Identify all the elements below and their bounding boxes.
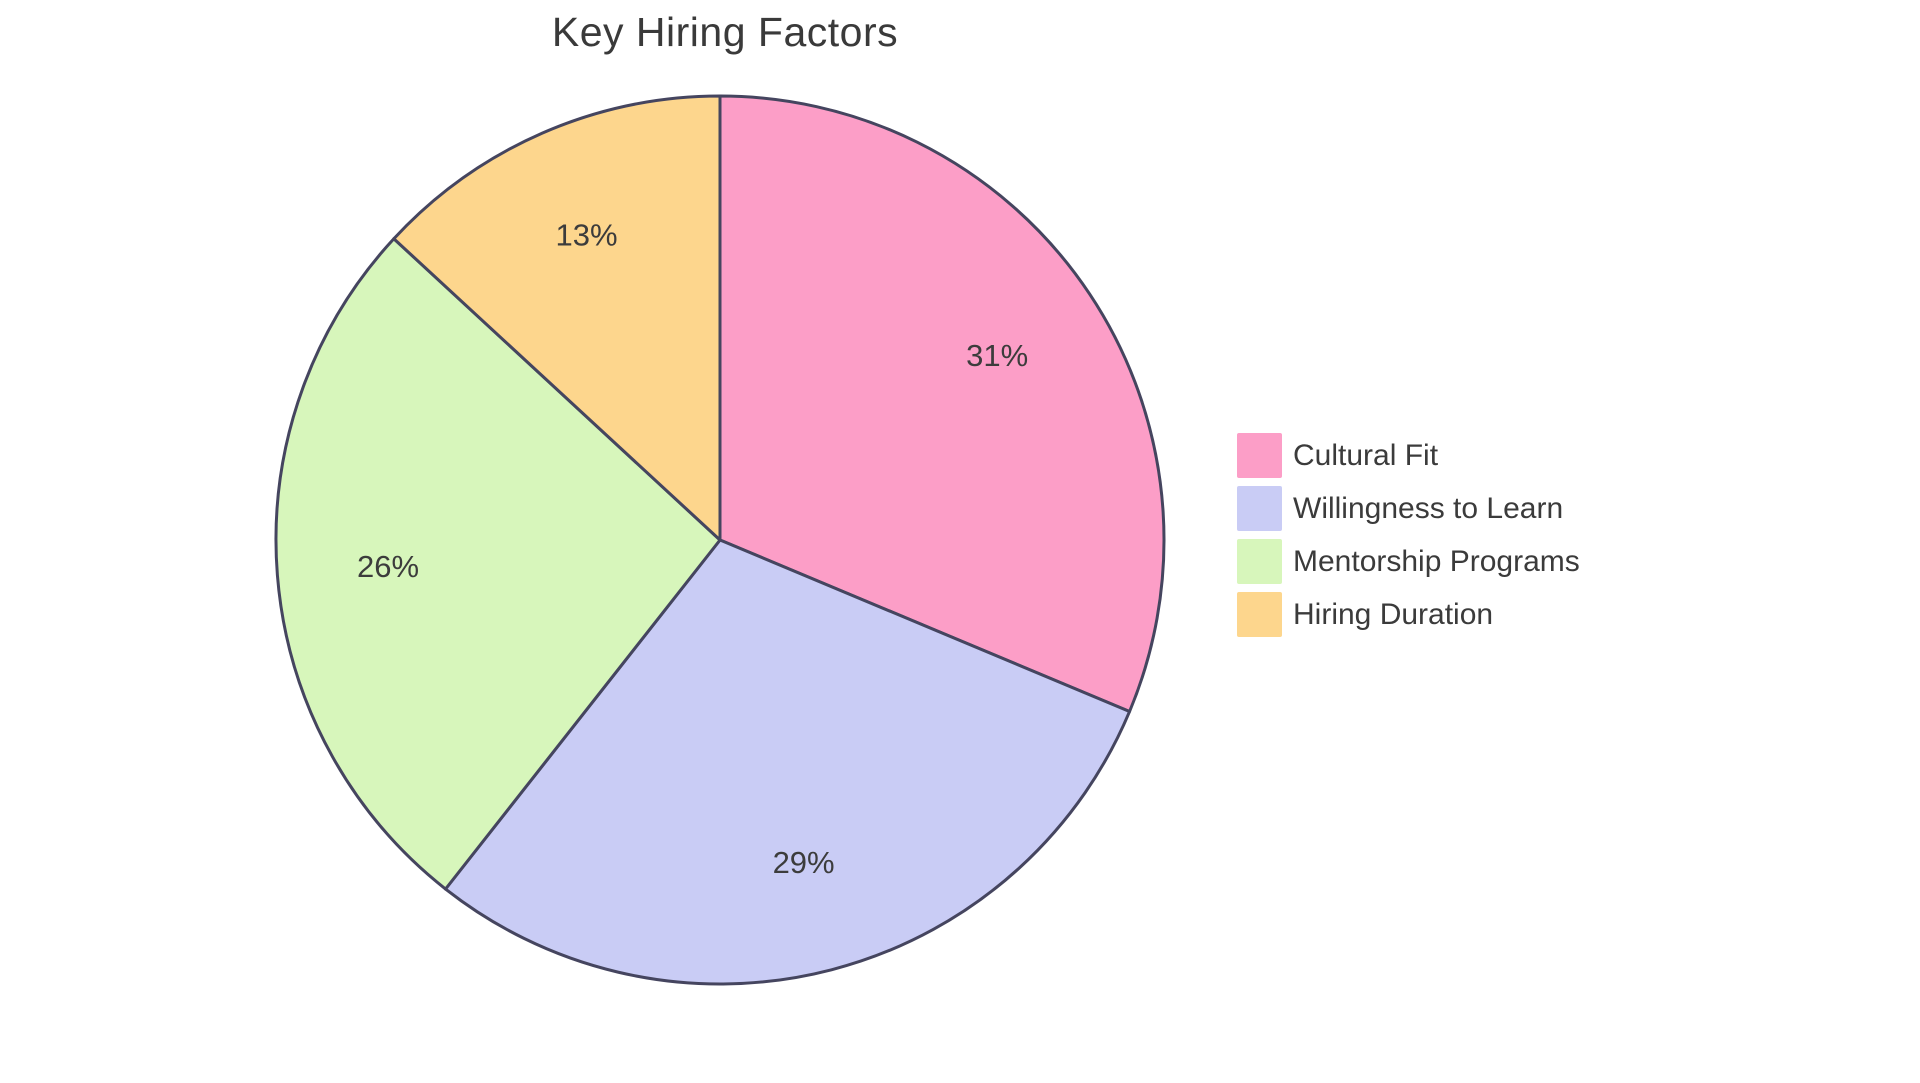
pie-slice-1 [444,538,1132,986]
legend-item-hiring-duration: Hiring Duration [1237,592,1580,637]
legend-label: Hiring Duration [1293,597,1494,631]
legend-swatch-mentorship-programs [1237,539,1282,584]
pie-slice-3 [392,94,722,542]
legend-item-cultural-fit: Cultural Fit [1237,433,1580,478]
pie-slice-2 [274,237,722,891]
legend-label: Cultural Fit [1293,438,1439,472]
legend-label: Willingness to Learn [1293,491,1564,525]
chart-title: Key Hiring Factors [551,9,899,55]
pie-slice-label-3: 13% [555,217,617,252]
pie-slice-0 [718,94,1166,714]
legend-item-willingness-to-learn: Willingness to Learn [1237,486,1580,531]
legend-label: Mentorship Programs [1293,544,1580,578]
legend-swatch-hiring-duration [1237,592,1282,637]
legend-swatch-cultural-fit [1237,433,1282,478]
legend-item-mentorship-programs: Mentorship Programs [1237,539,1580,584]
pie-slice-label-2: 26% [357,549,419,584]
pie-slice-label-1: 29% [773,845,835,880]
legend: Cultural Fit Willingness to Learn Mentor… [1237,433,1580,637]
legend-swatch-willingness-to-learn [1237,486,1282,531]
pie-slice-label-0: 31% [966,338,1028,373]
